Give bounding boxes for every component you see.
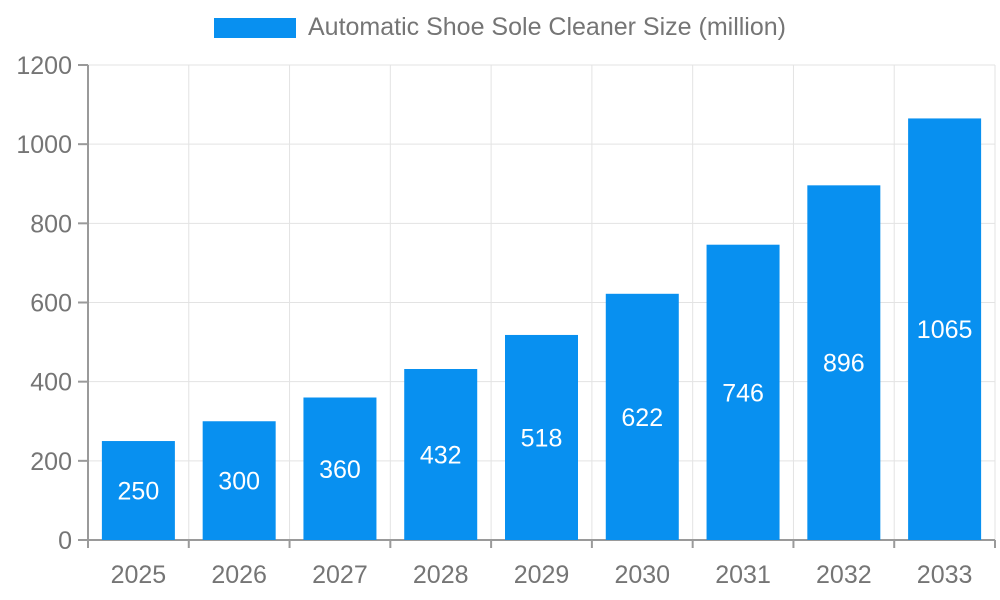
bar-value-label: 360: [319, 456, 361, 484]
bar-value-label: 746: [722, 379, 764, 407]
bar-value-label: 518: [521, 424, 563, 452]
bar-2028[interactable]: [404, 369, 478, 540]
x-tick-label: 2033: [917, 561, 973, 589]
bar-2026[interactable]: [202, 421, 276, 540]
y-tick-label: 1200: [16, 52, 72, 80]
bar-value-label: 250: [118, 478, 160, 506]
bar-2030[interactable]: [605, 293, 679, 540]
y-tick-label: 800: [30, 210, 72, 238]
bar-value-label: 432: [420, 442, 462, 470]
x-tick-label: 2027: [312, 561, 368, 589]
y-tick-label: 0: [58, 527, 72, 555]
bar-value-label: 896: [823, 350, 865, 378]
bar-2033[interactable]: [908, 118, 982, 540]
bar-value-label: 622: [621, 404, 663, 432]
x-tick-label: 2025: [111, 561, 167, 589]
legend-swatch-icon: [214, 17, 296, 38]
bar-2032[interactable]: [807, 185, 881, 541]
bar-2029[interactable]: [505, 334, 578, 540]
y-tick-label: 400: [30, 369, 72, 397]
x-tick-label: 2030: [614, 561, 670, 589]
x-tick-label: 2031: [715, 561, 771, 589]
y-tick-label: 1000: [16, 131, 72, 159]
bar-2025[interactable]: [101, 441, 175, 540]
bar-value-label: 1065: [917, 316, 973, 344]
x-tick-label: 2032: [816, 561, 872, 589]
legend[interactable]: Automatic Shoe Sole Cleaner Size (millio…: [0, 13, 1000, 42]
bar-2027[interactable]: [303, 397, 377, 541]
x-tick-label: 2028: [413, 561, 469, 589]
legend-label: Automatic Shoe Sole Cleaner Size (millio…: [308, 13, 786, 41]
bar-2031[interactable]: [706, 244, 780, 541]
x-tick-label: 2029: [514, 561, 570, 589]
y-tick-label: 200: [30, 448, 72, 476]
bar-value-label: 300: [218, 468, 260, 496]
x-tick-label: 2026: [211, 561, 267, 589]
y-tick-label: 600: [30, 290, 72, 318]
